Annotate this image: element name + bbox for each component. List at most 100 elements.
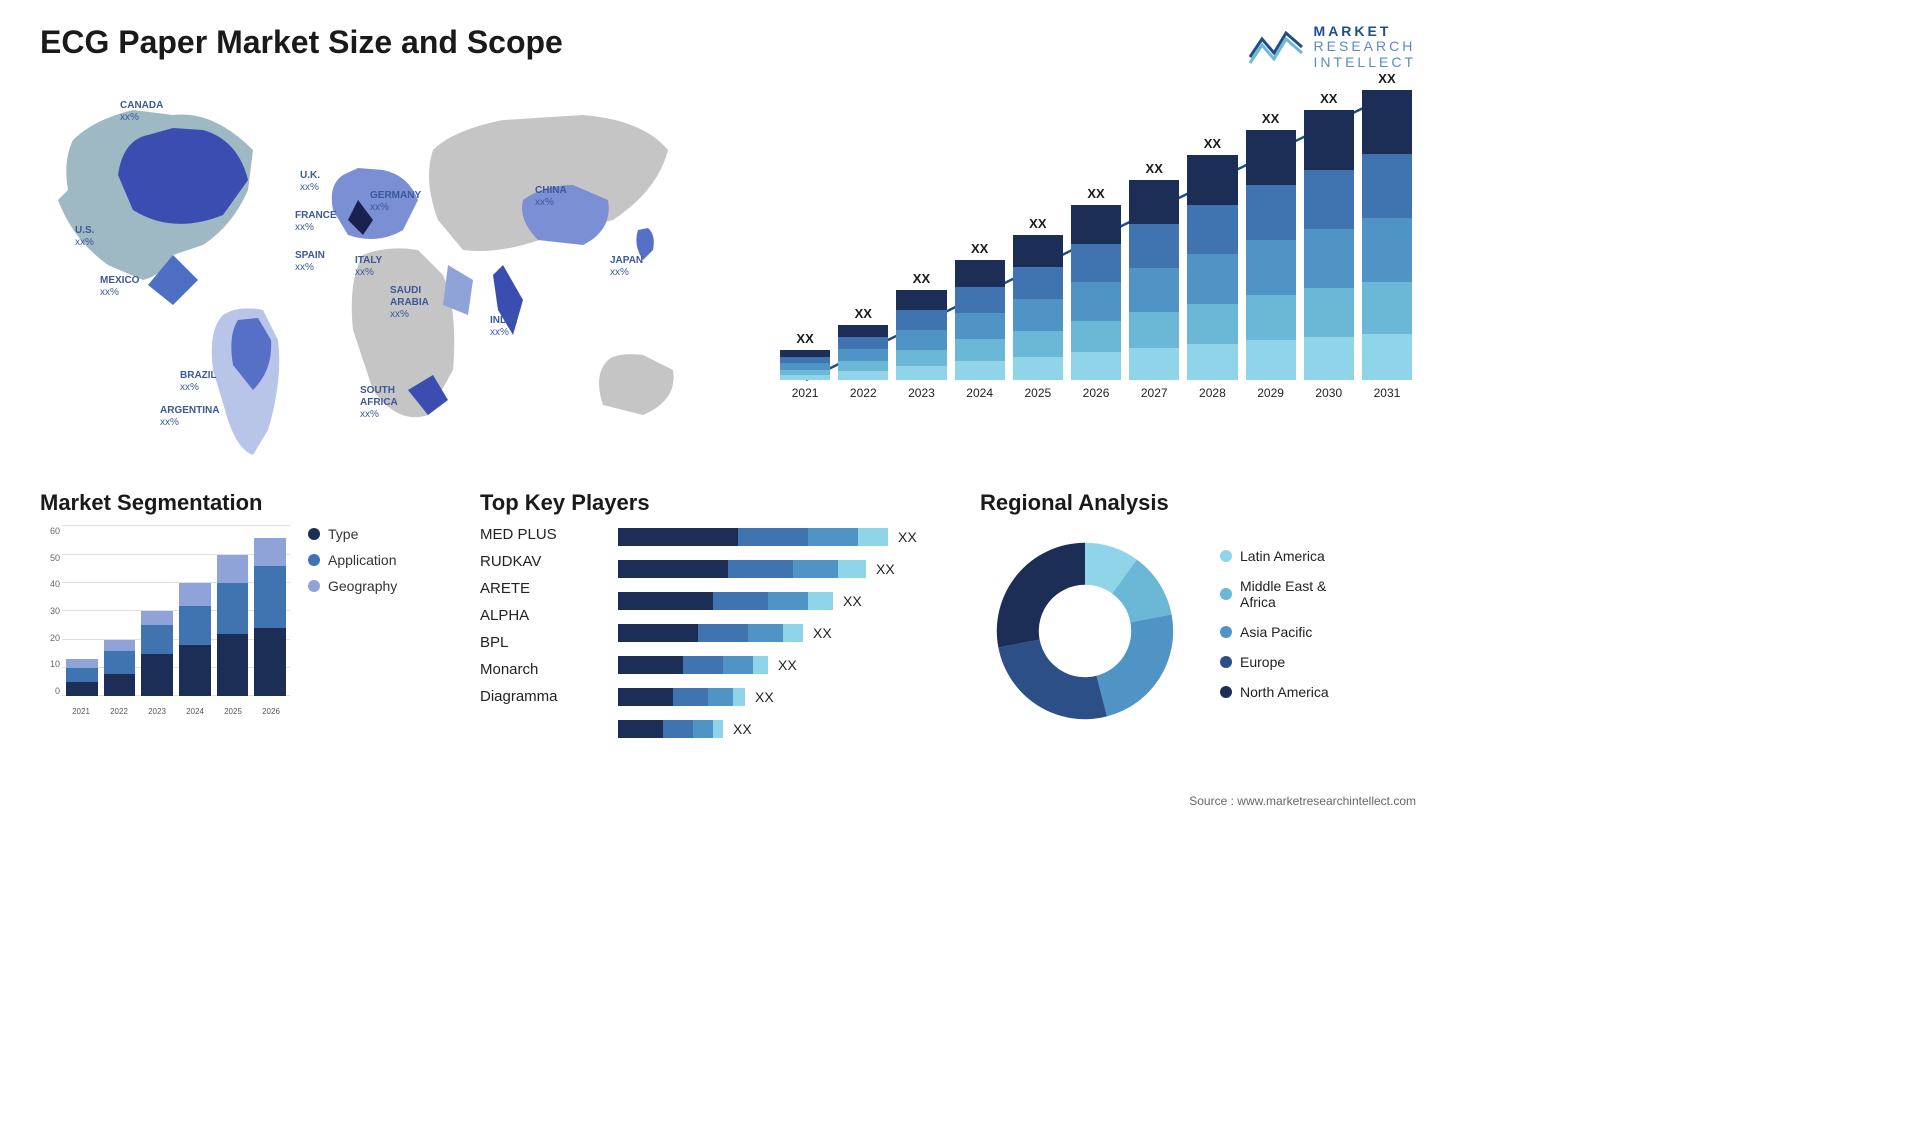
region-legend-item: North America xyxy=(1220,684,1329,700)
regional-title: Regional Analysis xyxy=(980,490,1416,516)
player-bar-row: XX xyxy=(618,558,960,580)
players-name-list: MED PLUSRUDKAVARETEALPHABPLMonarchDiagra… xyxy=(480,526,600,740)
forecast-bar-2024: XX 2024 xyxy=(955,241,1005,400)
map-label-south-africa: SOUTHAFRICAxx% xyxy=(360,385,398,421)
player-value-label: XX xyxy=(898,529,917,545)
player-name: ALPHA xyxy=(480,607,600,624)
forecast-value-label: XX xyxy=(855,306,872,321)
forecast-year-label: 2022 xyxy=(850,386,877,400)
logo-text-3: INTELLECT xyxy=(1314,55,1416,70)
player-name: Diagramma xyxy=(480,688,600,705)
seg-legend-type: Type xyxy=(308,526,460,542)
seg-bar-2023 xyxy=(141,611,173,696)
map-label-argentina: ARGENTINAxx% xyxy=(160,405,219,429)
forecast-year-label: 2025 xyxy=(1024,386,1051,400)
player-name: ARETE xyxy=(480,580,600,597)
segmentation-chart: 0102030405060 202120222023202420252026 xyxy=(40,526,290,716)
map-label-spain: SPAINxx% xyxy=(295,250,325,274)
player-value-label: XX xyxy=(755,689,774,705)
forecast-value-label: XX xyxy=(1262,111,1279,126)
forecast-year-label: 2021 xyxy=(792,386,819,400)
map-label-canada: CANADAxx% xyxy=(120,100,163,124)
map-label-italy: ITALYxx% xyxy=(355,255,382,279)
region-legend-item: Asia Pacific xyxy=(1220,624,1329,640)
logo-text-2: RESEARCH xyxy=(1314,39,1416,54)
forecast-year-label: 2026 xyxy=(1083,386,1110,400)
segmentation-legend: Type Application Geography xyxy=(308,526,460,716)
region-legend-item: Europe xyxy=(1220,654,1329,670)
forecast-bar-2029: XX 2029 xyxy=(1246,111,1296,400)
seg-bar-2026 xyxy=(254,538,286,697)
donut-slice-europe xyxy=(998,640,1107,720)
forecast-value-label: XX xyxy=(1087,186,1104,201)
forecast-bar-2023: XX 2023 xyxy=(896,271,946,400)
players-title: Top Key Players xyxy=(480,490,960,516)
seg-bar-2022 xyxy=(104,640,136,697)
player-value-label: XX xyxy=(813,625,832,641)
forecast-chart: XX 2021 XX 2022 XX 2023 XX 2024 XX 2025 XX 2026 XX 20… xyxy=(776,80,1416,450)
regional-donut-chart xyxy=(980,526,1190,736)
map-label-brazil: BRAZILxx% xyxy=(180,370,217,394)
segmentation-title: Market Segmentation xyxy=(40,490,460,516)
map-label-france: FRANCExx% xyxy=(295,210,337,234)
player-bar-row: XX xyxy=(618,686,960,708)
map-label-japan: JAPANxx% xyxy=(610,255,643,279)
map-label-saudi-arabia: SAUDIARABIAxx% xyxy=(390,285,429,321)
player-name: RUDKAV xyxy=(480,553,600,570)
forecast-bar-2021: XX 2021 xyxy=(780,331,830,400)
forecast-year-label: 2024 xyxy=(966,386,993,400)
forecast-value-label: XX xyxy=(796,331,813,346)
forecast-year-label: 2028 xyxy=(1199,386,1226,400)
player-bar-row: XX xyxy=(618,526,960,548)
region-legend-item: Middle East &Africa xyxy=(1220,578,1329,610)
player-value-label: XX xyxy=(733,721,752,737)
player-value-label: XX xyxy=(778,657,797,673)
segmentation-panel: Market Segmentation 0102030405060 202120… xyxy=(40,490,460,740)
player-value-label: XX xyxy=(843,593,862,609)
seg-bar-2021 xyxy=(66,659,98,696)
header: ECG Paper Market Size and Scope MARKET R… xyxy=(0,0,1456,80)
players-panel: Top Key Players MED PLUS RUDKAV ARETE ALPHA… xyxy=(480,490,960,740)
donut-slice-north-america xyxy=(997,543,1085,648)
logo-text-1: MARKET xyxy=(1314,24,1416,39)
forecast-year-label: 2027 xyxy=(1141,386,1168,400)
seg-bar-2024 xyxy=(179,583,211,696)
forecast-bar-2026: XX 2026 xyxy=(1071,186,1121,400)
seg-legend-geography: Geography xyxy=(308,578,460,594)
forecast-value-label: XX xyxy=(1320,91,1337,106)
forecast-bar-2030: XX 2030 xyxy=(1304,91,1354,400)
player-name: BPL xyxy=(480,634,600,651)
player-bar-row: XX xyxy=(618,654,960,676)
forecast-year-label: 2029 xyxy=(1257,386,1284,400)
forecast-value-label: XX xyxy=(971,241,988,256)
seg-bar-2025 xyxy=(217,555,249,697)
logo: MARKET RESEARCH INTELLECT xyxy=(1248,24,1416,70)
forecast-bar-2025: XX 2025 xyxy=(1013,216,1063,400)
map-label-mexico: MEXICOxx% xyxy=(100,275,139,299)
player-bar-row: XX xyxy=(618,622,960,644)
map-label-u.k.: U.K.xx% xyxy=(300,170,320,194)
page-title: ECG Paper Market Size and Scope xyxy=(40,24,563,61)
forecast-bar-2022: XX 2022 xyxy=(838,306,888,400)
player-value-label: XX xyxy=(876,561,895,577)
regional-panel: Regional Analysis Latin AmericaMiddle Ea… xyxy=(980,490,1416,740)
forecast-value-label: XX xyxy=(1029,216,1046,231)
seg-legend-application: Application xyxy=(308,552,460,568)
players-bar-chart: XXXXXXXXXXXXXX xyxy=(618,526,960,740)
world-map: CANADAxx%U.S.xx%MEXICOxx%BRAZILxx%ARGENT… xyxy=(40,80,746,480)
player-name: MED PLUS xyxy=(480,526,600,543)
forecast-value-label: XX xyxy=(1378,71,1395,86)
player-bar-row: XX xyxy=(618,718,960,740)
forecast-year-label: 2031 xyxy=(1374,386,1401,400)
forecast-value-label: XX xyxy=(1204,136,1221,151)
forecast-value-label: XX xyxy=(913,271,930,286)
forecast-bar-2028: XX 2028 xyxy=(1187,136,1237,400)
forecast-year-label: 2030 xyxy=(1315,386,1342,400)
source-attribution: Source : www.marketresearchintellect.com xyxy=(1189,794,1416,808)
forecast-bar-2031: XX 2031 xyxy=(1362,71,1412,400)
donut-slice-asia-pacific xyxy=(1096,615,1173,717)
forecast-year-label: 2023 xyxy=(908,386,935,400)
map-label-germany: GERMANYxx% xyxy=(370,190,421,214)
player-bar-row: XX xyxy=(618,590,960,612)
logo-icon xyxy=(1248,27,1304,67)
